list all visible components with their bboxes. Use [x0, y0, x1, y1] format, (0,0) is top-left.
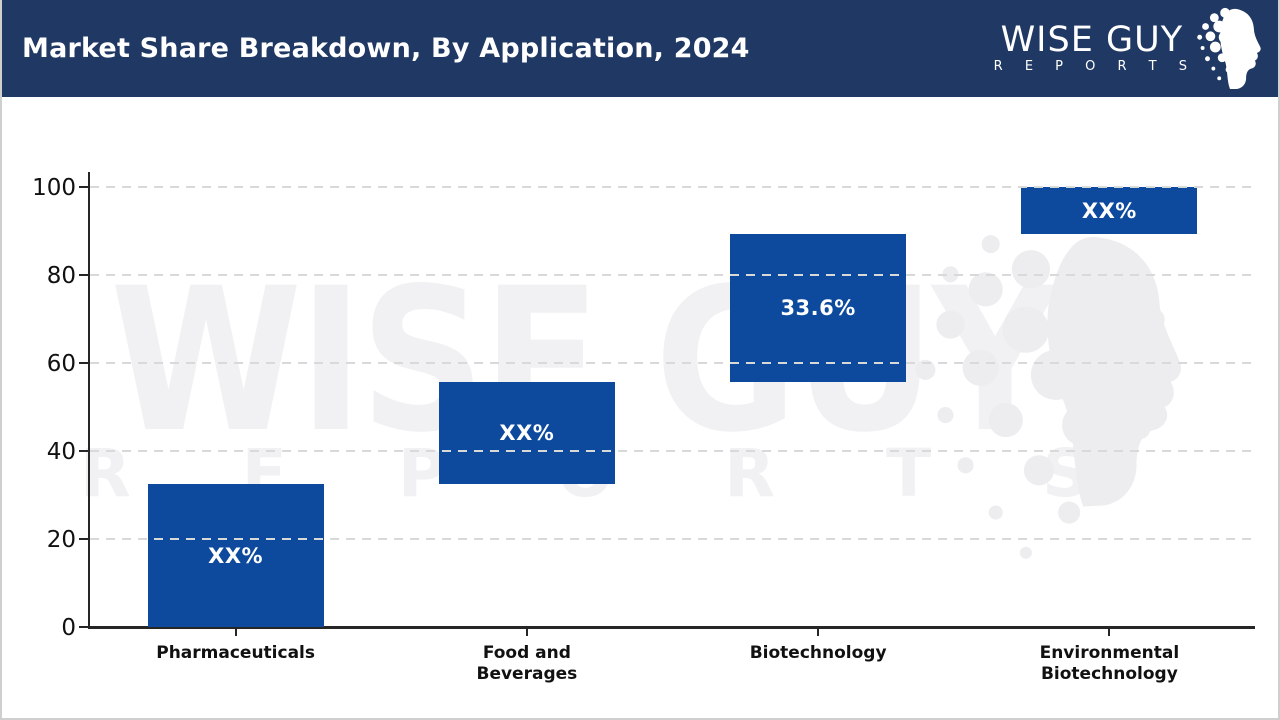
y-tick-label: 0 [61, 615, 76, 641]
x-tick-label: Biotechnology [749, 643, 887, 663]
gridline [90, 362, 1255, 364]
x-tick-label: Environmental Biotechnology [1039, 643, 1180, 685]
x-tick-mark [817, 628, 820, 636]
y-tick-mark [79, 362, 88, 364]
y-tick-label: 100 [32, 175, 76, 201]
bar-environmental-biotechnology: XX% [1021, 187, 1198, 235]
y-tick-label: 20 [46, 527, 76, 553]
bar-value-label: XX% [208, 543, 264, 568]
bar-value-label: XX% [1081, 198, 1137, 223]
gridline [90, 450, 1255, 452]
logo-wordmark: WISE GUY [1000, 19, 1184, 60]
wiseguy-logo: WISE GUY R E P O R T S [988, 4, 1268, 92]
x-tick-mark [525, 628, 528, 636]
y-tick-label: 60 [46, 351, 76, 377]
x-tick-mark [1108, 628, 1111, 636]
logo-wordmark-block: WISE GUY R E P O R T S [988, 19, 1196, 75]
header-bar: Market Share Breakdown, By Application, … [2, 0, 1278, 97]
y-tick-mark [79, 274, 88, 276]
bar-value-label: XX% [499, 420, 555, 445]
y-tick-label: 40 [46, 439, 76, 465]
wiseguy-head-icon [1197, 7, 1261, 90]
y-tick-label: 80 [46, 263, 76, 289]
y-tick-mark [79, 186, 88, 188]
bar-pharmaceuticals: XX% [147, 484, 324, 627]
x-tick-label: Food and Beverages [476, 643, 578, 685]
bar-biotechnology: 33.6% [730, 234, 907, 382]
y-tick-mark [79, 450, 88, 452]
plot-area: 0 20 40 60 80 100 XX% Pharmaceuticals XX% Food an… [32, 172, 1255, 684]
chart-canvas: WISE GUY R E P O R T S 020406080100XX%Ph… [2, 97, 1278, 718]
y-axis-line [88, 172, 90, 628]
x-tick-label: Pharmaceuticals [156, 643, 315, 663]
x-tick-mark [234, 628, 237, 636]
x-axis-line [88, 626, 1255, 629]
bar-food-and-beverages: XX% [438, 381, 615, 484]
gridline [90, 274, 1255, 276]
y-tick-mark [79, 538, 88, 540]
bar-value-label: 33.6% [780, 296, 856, 320]
logo-subtitle: R E P O R T S [993, 59, 1196, 75]
y-tick-mark [79, 626, 88, 628]
chart-title: Market Share Breakdown, By Application, … [22, 33, 750, 64]
